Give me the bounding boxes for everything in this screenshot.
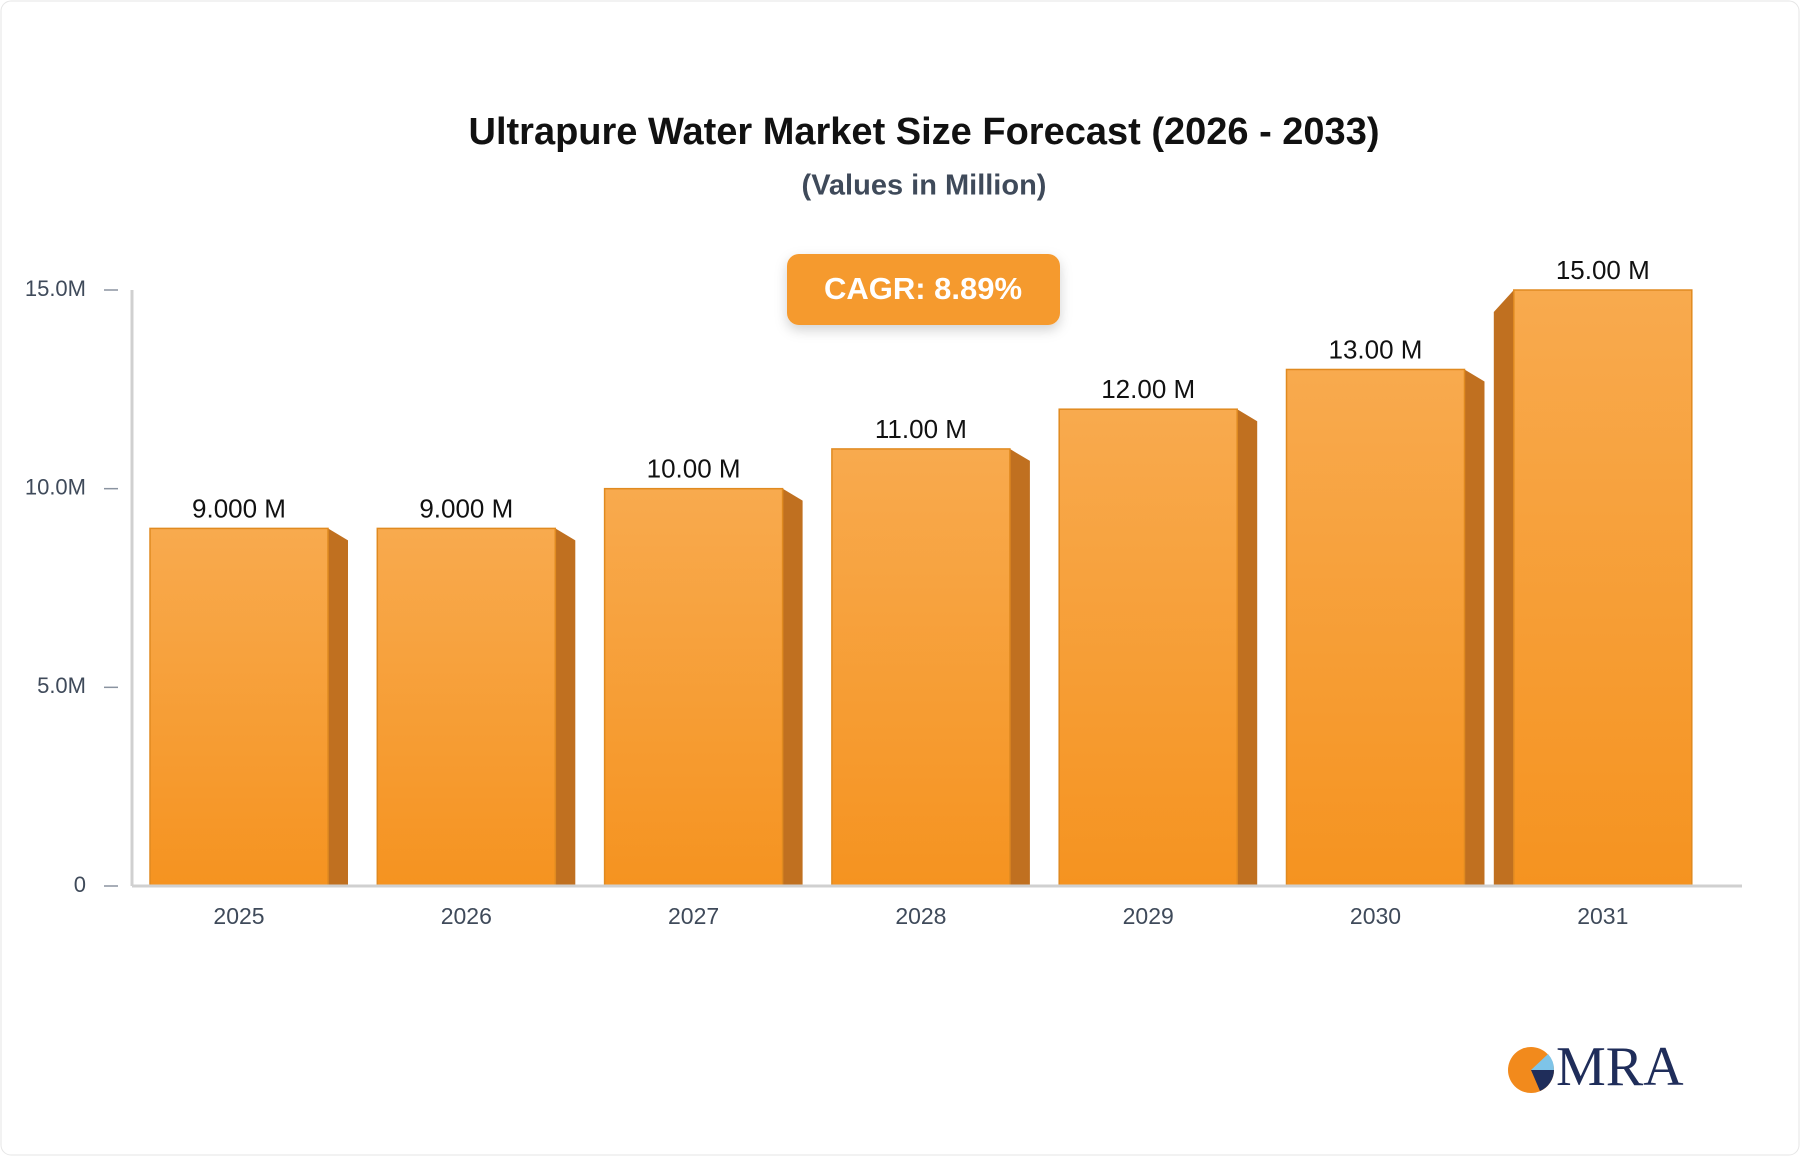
y-tick-label: 15.0M [25,276,86,301]
bar-group [1058,408,1258,887]
x-tick-label: 2030 [1350,903,1401,929]
bar-side [1493,290,1514,886]
bar-group [603,487,803,887]
bar [376,527,557,887]
bar-group [1285,368,1485,887]
logo-icon-slice [1531,1054,1555,1070]
bar [149,527,329,887]
logo-text: MRA [1556,1036,1684,1098]
cagr-badge: CAGR: 8.89% [787,254,1060,325]
x-tick-label: 2028 [895,903,946,929]
chart-subtitle: (Values in Million) [802,170,1047,202]
value-label: 9.000 M [419,493,513,523]
bar-side [1464,369,1485,886]
value-label: 11.00 M [875,414,967,444]
bar-group [149,527,348,887]
y-tick-label: 5.0M [37,673,86,698]
value-label: 13.00 M [1329,334,1423,364]
y-tick-label: 10.0M [25,474,86,499]
bar-side [1009,448,1030,886]
bar-side [1237,409,1258,886]
x-tick-label: 2027 [668,903,719,929]
value-label: 9.000 M [192,493,286,523]
logo: MRA [1508,1036,1684,1098]
bar-group [376,527,576,887]
bar [1513,289,1693,887]
x-tick-label: 2026 [441,903,492,929]
cagr-box [787,254,1060,325]
bar-group [1493,289,1693,887]
value-label: 15.00 M [1556,255,1650,285]
value-label: 10.00 M [647,454,741,484]
bar [1285,368,1466,887]
bar-side [328,528,348,886]
bar-side [782,488,803,886]
x-tick-label: 2029 [1123,903,1174,929]
cagr-text: CAGR: 8.89% [824,271,1022,306]
bar-group [831,448,1030,887]
value-label: 12.00 M [1101,374,1195,404]
bar [603,487,784,887]
x-tick-label: 2031 [1577,903,1628,929]
chart-title: Ultrapure Water Market Size Forecast (20… [469,111,1380,153]
bar-side [555,528,576,886]
y-tick-label: 0 [74,872,86,897]
bar [1058,408,1238,887]
x-tick-label: 2025 [213,903,264,929]
logo-icon-slice [1531,1070,1554,1091]
bar [831,448,1011,887]
